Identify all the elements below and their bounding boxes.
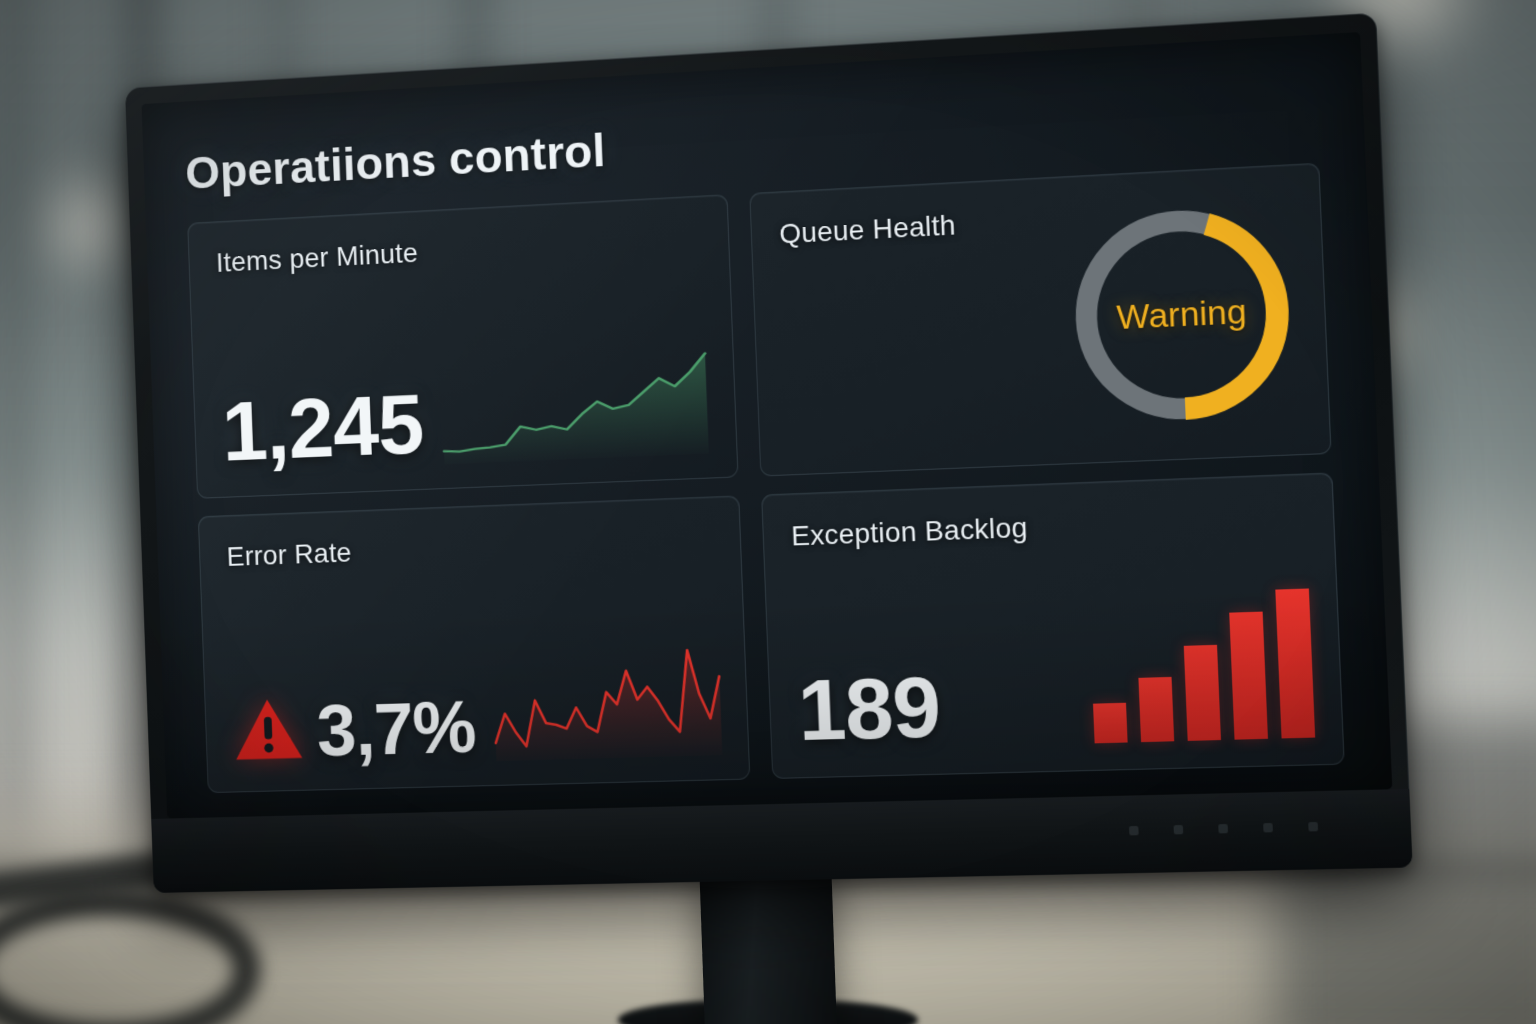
osd-button[interactable] — [1263, 822, 1273, 833]
queue-health-gauge: Warning — [1058, 192, 1306, 437]
card-title-error-rate: Error Rate — [226, 536, 353, 572]
gauge-status-label: Warning — [1115, 291, 1248, 337]
exception-backlog-bar-chart — [1088, 583, 1316, 744]
green-sparkline-chart — [434, 344, 716, 465]
metric-row-items-per-minute: 1,245 — [220, 344, 716, 480]
osd-button[interactable] — [1218, 824, 1229, 834]
kpi-card-grid: Items per Minute 1,245 — [187, 162, 1345, 794]
card-title-items-per-minute: Items per Minute — [215, 237, 419, 278]
bar-2 — [1138, 676, 1175, 743]
bar-5 — [1275, 587, 1316, 739]
bar-3 — [1183, 644, 1221, 741]
kpi-card-queue-health[interactable]: Queue Health Warning — [748, 162, 1332, 477]
red-sparkline-chart — [486, 639, 728, 762]
metric-value-exception-backlog: 189 — [796, 658, 942, 760]
power-button[interactable] — [1308, 821, 1319, 832]
metric-value-error-rate: 3,7% — [315, 685, 477, 772]
kpi-card-items-per-minute[interactable]: Items per Minute 1,245 — [187, 194, 739, 499]
card-title-exception-backlog: Exception Backlog — [790, 511, 1029, 552]
osd-button[interactable] — [1173, 825, 1184, 835]
metric-value-items-per-minute: 1,245 — [220, 377, 425, 480]
monitor: Operatiions control Items per Minute 1,2… — [124, 12, 1413, 893]
kpi-card-error-rate[interactable]: Error Rate 3,7% — [197, 495, 750, 794]
bar-4 — [1229, 611, 1268, 740]
osd-button-row[interactable] — [1129, 821, 1319, 836]
metric-row-error-rate: 3,7% — [230, 639, 728, 772]
kpi-card-exception-backlog[interactable]: Exception Backlog 189 — [760, 472, 1345, 779]
monitor-screen: Operatiions control Items per Minute 1,2… — [141, 32, 1393, 819]
dashboard: Operatiions control Items per Minute 1,2… — [142, 32, 1393, 818]
osd-button[interactable] — [1129, 826, 1139, 836]
bar-1 — [1093, 702, 1128, 744]
warning-triangle-icon — [234, 698, 303, 760]
